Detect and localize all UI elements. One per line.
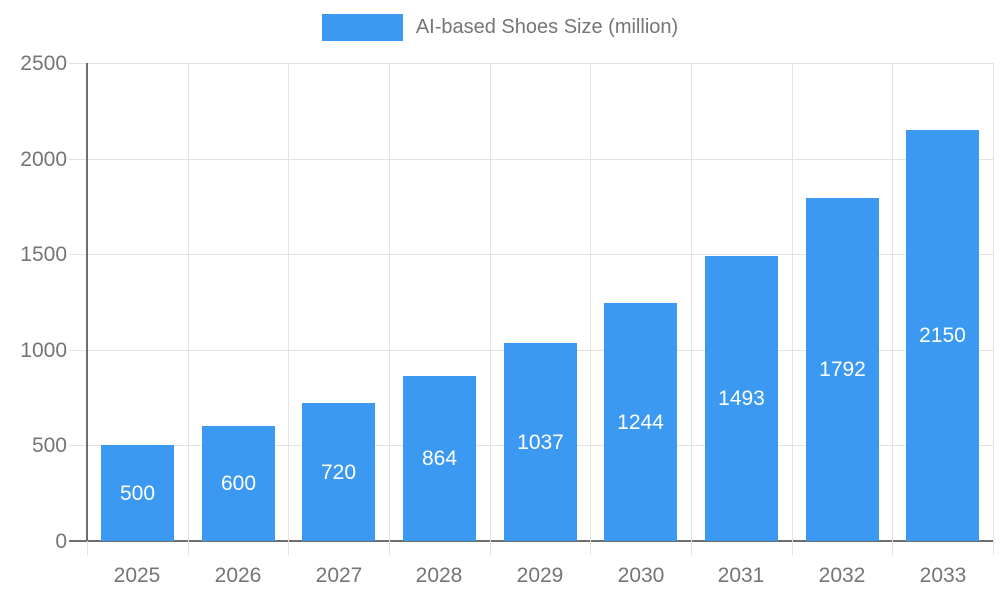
bar[interactable]: 1792 [806,198,879,541]
gridline-v [188,63,189,541]
gridline-v [288,63,289,541]
bar[interactable]: 500 [101,445,174,541]
bar-value-label: 1792 [819,358,866,381]
x-tick-stub [87,541,88,555]
gridline-v [490,63,491,541]
y-tick-label: 2000 [20,148,67,171]
gridline-h [69,254,993,255]
y-tick-label: 2500 [20,52,67,75]
gridline-h [69,63,993,64]
y-tick-label: 500 [31,434,67,457]
x-tick-stub [691,541,692,555]
x-tick-label: 2033 [919,564,967,587]
y-tick-label: 0 [55,530,67,553]
x-tick-label: 2027 [315,564,363,587]
y-tick-label: 1000 [20,339,67,362]
bar[interactable]: 720 [302,403,375,541]
x-tick-label: 2031 [717,564,765,587]
x-axis-line [69,540,993,542]
bar[interactable]: 600 [202,426,275,541]
legend-label: AI-based Shoes Size (million) [415,16,679,38]
bar[interactable]: 1037 [504,343,577,541]
x-tick-label: 2032 [818,564,866,587]
x-tick-stub [892,541,893,555]
y-axis-line [86,63,88,541]
bar-value-label: 600 [220,472,257,495]
legend: AI-based Shoes Size (million) [0,14,1000,41]
gridline-v [792,63,793,541]
bar[interactable]: 1493 [705,256,778,541]
bar[interactable]: 864 [403,376,476,541]
x-tick-label: 2028 [415,564,463,587]
x-tick-stub [389,541,390,555]
x-tick-stub [490,541,491,555]
x-tick-label: 2030 [617,564,665,587]
gridline-v [993,63,994,541]
bar-value-label: 864 [421,447,458,470]
bar-value-label: 1037 [517,430,564,454]
gridline-v [892,63,893,541]
x-tick-label: 2026 [214,564,262,587]
x-tick-stub [590,541,591,555]
x-tick-label: 2025 [113,564,161,587]
bar[interactable]: 2150 [906,130,979,541]
gridline-h [69,159,993,160]
x-tick-stub [993,541,994,555]
bar-value-label: 2150 [919,324,966,347]
gridline-v [691,63,692,541]
x-tick-stub [792,541,793,555]
x-tick-label: 2029 [516,564,564,587]
y-tick-label: 1500 [20,243,67,266]
gridline-v [389,63,390,541]
bar-value-label: 1244 [617,410,664,434]
x-tick-stub [188,541,189,555]
gridline-v [590,63,591,541]
bar-value-label: 720 [320,460,357,484]
legend-swatch [321,14,403,41]
bar[interactable]: 1244 [604,303,677,541]
bar-value-label: 1493 [718,387,765,410]
bar-value-label: 500 [119,481,156,505]
x-tick-stub [288,541,289,555]
